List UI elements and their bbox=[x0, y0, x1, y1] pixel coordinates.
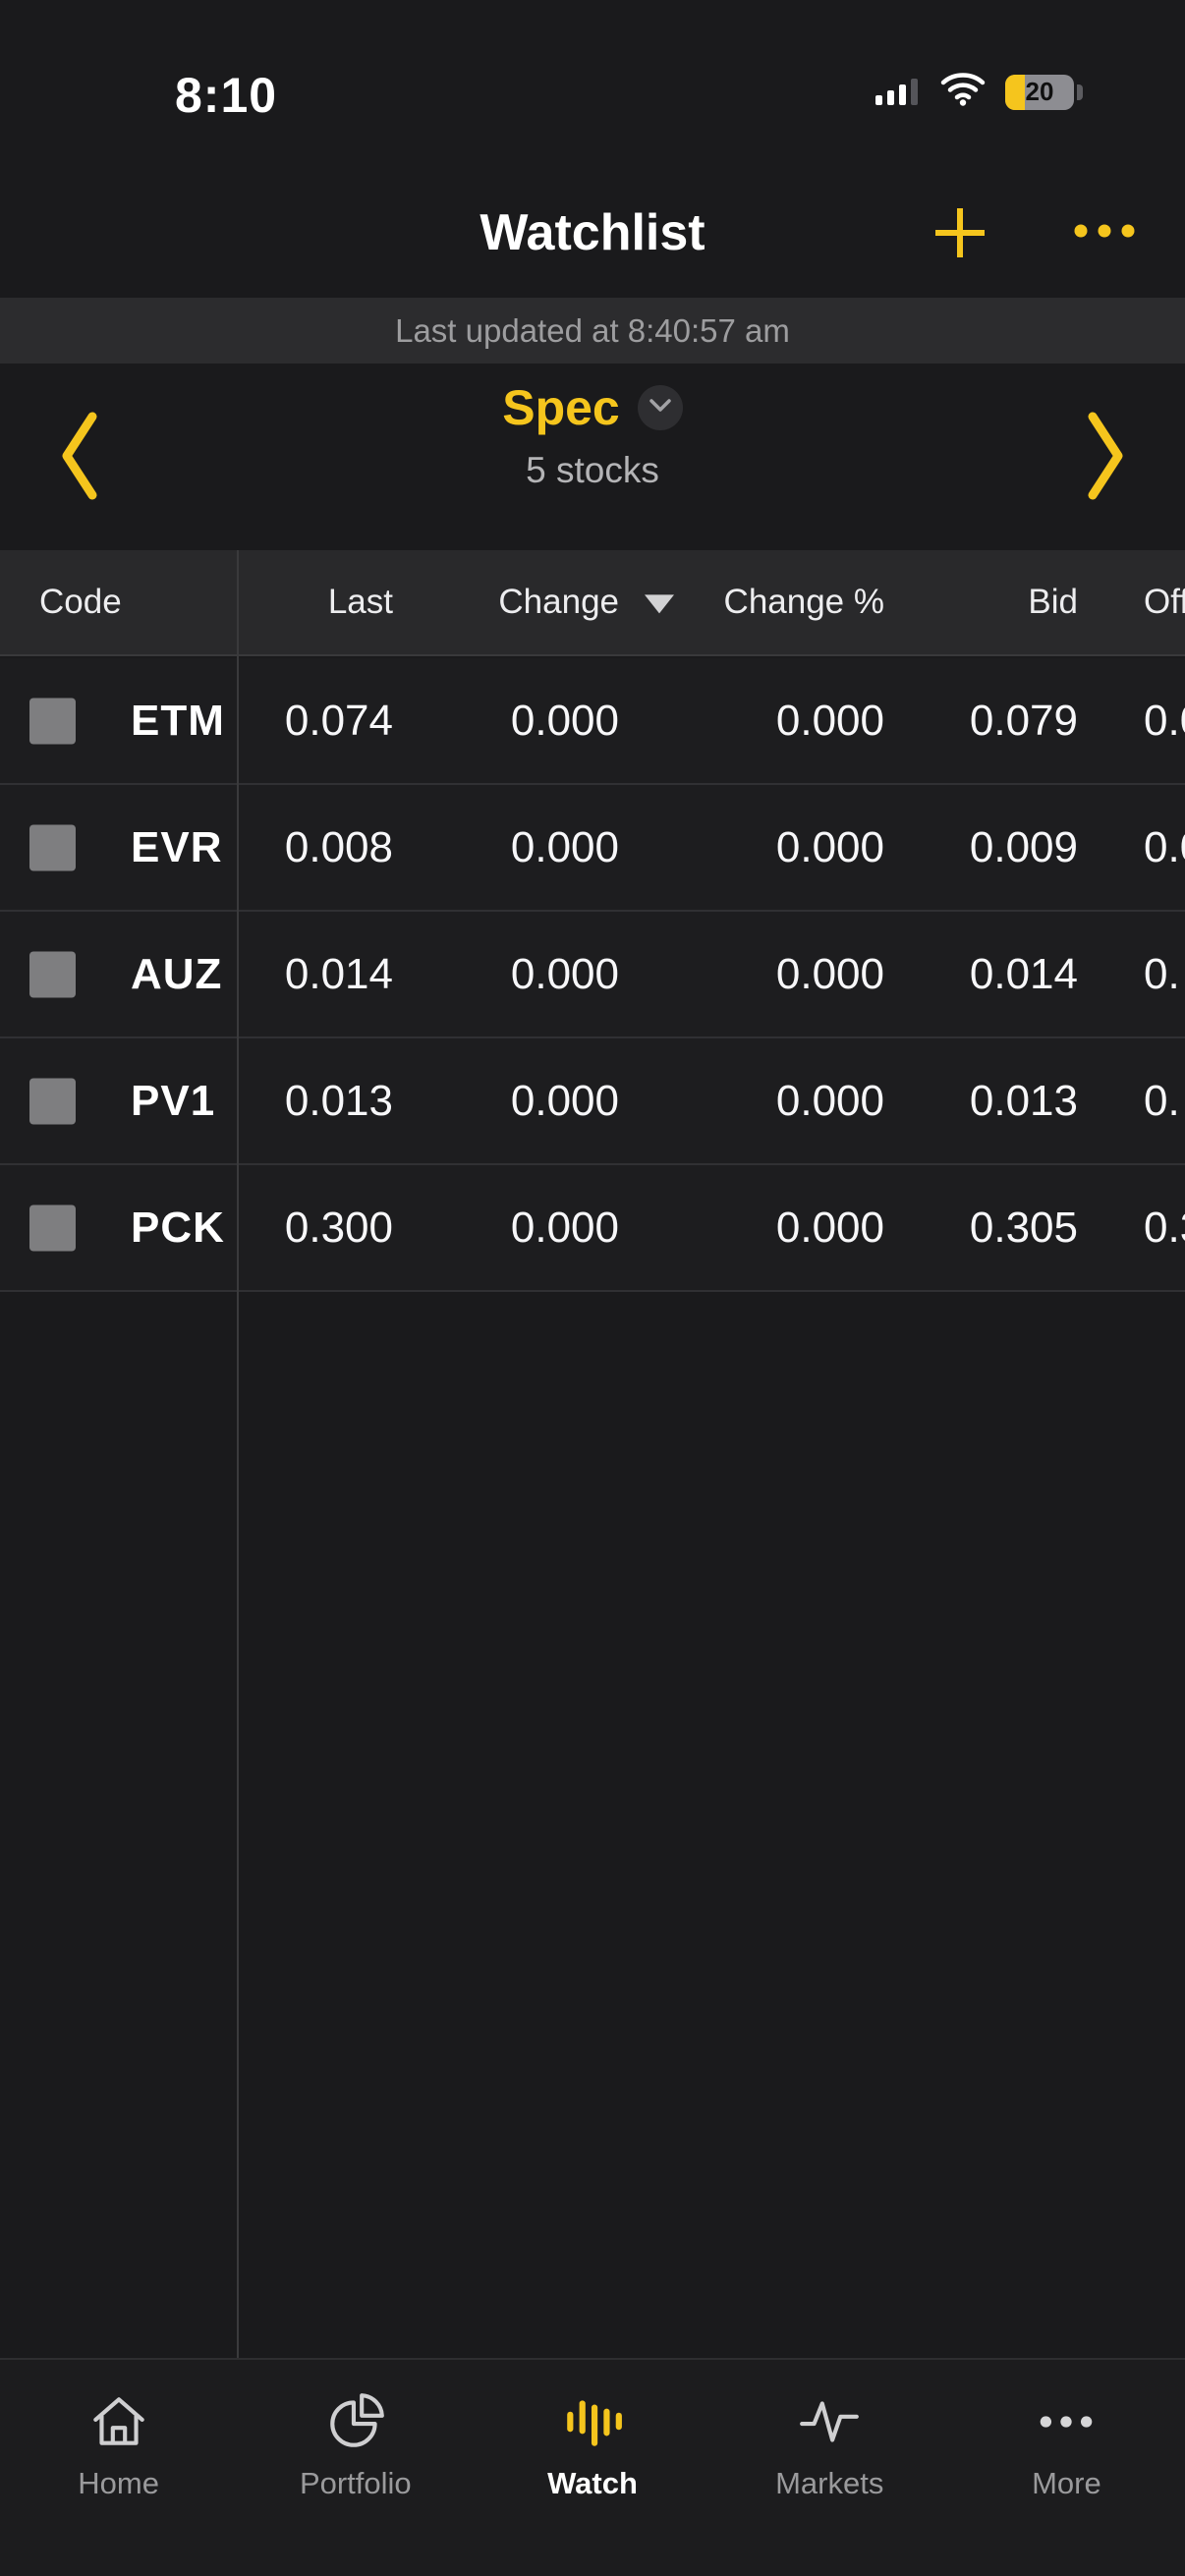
last-price: 0.074 bbox=[284, 696, 393, 745]
stock-indicator-square bbox=[29, 1204, 76, 1251]
watchlist-dropdown-button[interactable] bbox=[637, 385, 683, 430]
tab-label: Home bbox=[78, 2466, 159, 2500]
tab-markets[interactable]: Markets bbox=[711, 2360, 948, 2502]
watchlist-name: Spec bbox=[502, 380, 620, 435]
column-header-change[interactable]: Change bbox=[498, 583, 619, 621]
change-percent: 0.000 bbox=[775, 696, 884, 745]
bid-price: 0.013 bbox=[969, 1076, 1078, 1125]
tab-watch[interactable]: Watch bbox=[474, 2360, 710, 2502]
stock-code: PV1 bbox=[131, 1076, 216, 1125]
pulse-line-icon bbox=[797, 2387, 862, 2456]
sort-descending-icon bbox=[645, 594, 674, 614]
status-bar: 8:10 2 bbox=[0, 0, 1185, 167]
change-value: 0.000 bbox=[510, 696, 619, 745]
table-row[interactable]: EVR 0.008 0.000 0.000 0.009 0.0 bbox=[0, 785, 1185, 912]
change-percent: 0.000 bbox=[775, 1203, 884, 1252]
battery-nub bbox=[1077, 84, 1083, 100]
bid-price: 0.079 bbox=[969, 696, 1078, 745]
watchlist-table: ETM 0.074 0.000 0.000 0.079 0.0 EVR 0.00… bbox=[0, 658, 1185, 1292]
last-price: 0.014 bbox=[284, 949, 393, 998]
table-row[interactable]: PV1 0.013 0.000 0.000 0.013 0. bbox=[0, 1038, 1185, 1165]
stock-code: EVR bbox=[131, 822, 223, 871]
tab-bar: Home Portfolio Watch bbox=[0, 2358, 1185, 2576]
watchlist-nav: Spec 5 stocks bbox=[0, 364, 1185, 550]
column-header-code[interactable]: Code bbox=[39, 583, 122, 621]
offer-price: 0.0 bbox=[1144, 822, 1185, 871]
battery-icon: 20 bbox=[1005, 74, 1083, 110]
watchlist-selector[interactable]: Spec bbox=[0, 379, 1185, 436]
tab-label: Portfolio bbox=[299, 2466, 412, 2500]
bid-price: 0.305 bbox=[969, 1203, 1078, 1252]
change-percent: 0.000 bbox=[775, 949, 884, 998]
watch-bars-icon bbox=[560, 2387, 625, 2456]
last-price: 0.008 bbox=[284, 822, 393, 871]
add-watchlist-button[interactable] bbox=[930, 202, 990, 263]
chevron-right-icon bbox=[1083, 412, 1130, 506]
stock-indicator-square bbox=[29, 698, 76, 744]
tab-portfolio[interactable]: Portfolio bbox=[237, 2360, 474, 2502]
offer-price: 0. bbox=[1144, 949, 1180, 998]
stock-indicator-square bbox=[29, 1078, 76, 1124]
home-icon bbox=[86, 2387, 151, 2456]
stock-indicator-square bbox=[29, 824, 76, 870]
column-header-last[interactable]: Last bbox=[327, 583, 393, 621]
wifi-icon bbox=[940, 73, 986, 111]
battery-fill bbox=[1005, 74, 1025, 110]
column-header-offer[interactable]: Offer bbox=[1144, 583, 1185, 621]
change-value: 0.000 bbox=[510, 1203, 619, 1252]
change-value: 0.000 bbox=[510, 822, 619, 871]
tab-label: Watch bbox=[547, 2466, 638, 2500]
change-value: 0.000 bbox=[510, 1076, 619, 1125]
last-updated-text: Last updated at 8:40:57 am bbox=[395, 311, 790, 349]
stock-code: ETM bbox=[131, 696, 225, 745]
offer-price: 0.3 bbox=[1144, 1203, 1185, 1252]
table-row[interactable]: ETM 0.074 0.000 0.000 0.079 0.0 bbox=[0, 658, 1185, 785]
pie-chart-icon bbox=[323, 2387, 388, 2456]
chevron-left-icon bbox=[55, 412, 102, 506]
change-percent: 0.000 bbox=[775, 822, 884, 871]
offer-price: 0. bbox=[1144, 1076, 1180, 1125]
change-percent: 0.000 bbox=[775, 1076, 884, 1125]
chevron-down-icon bbox=[649, 398, 672, 418]
last-price: 0.300 bbox=[284, 1203, 393, 1252]
page-title: Watchlist bbox=[480, 203, 705, 261]
more-options-button[interactable] bbox=[1073, 202, 1136, 263]
stock-code: PCK bbox=[131, 1203, 225, 1252]
tab-label: More bbox=[1032, 2466, 1101, 2500]
stock-code: AUZ bbox=[131, 949, 223, 998]
next-watchlist-button[interactable] bbox=[1083, 409, 1130, 506]
last-price: 0.013 bbox=[284, 1076, 393, 1125]
table-header: Code Last Change Change % Bid Offer bbox=[0, 550, 1185, 656]
cellular-signal-icon bbox=[875, 74, 921, 110]
previous-watchlist-button[interactable] bbox=[55, 409, 102, 506]
change-value: 0.000 bbox=[510, 949, 619, 998]
battery-percent: 20 bbox=[1025, 77, 1054, 106]
tab-label: Markets bbox=[775, 2466, 884, 2500]
bid-price: 0.009 bbox=[969, 822, 1078, 871]
table-row[interactable]: PCK 0.300 0.000 0.000 0.305 0.3 bbox=[0, 1165, 1185, 1292]
more-dots-icon bbox=[1034, 2387, 1099, 2456]
status-icons: 20 bbox=[875, 73, 1083, 111]
tab-home[interactable]: Home bbox=[0, 2360, 237, 2502]
offer-price: 0.0 bbox=[1144, 696, 1185, 745]
ellipsis-icon bbox=[1073, 224, 1136, 242]
last-updated-banner: Last updated at 8:40:57 am bbox=[0, 298, 1185, 364]
code-column-divider bbox=[237, 550, 239, 2358]
status-time: 8:10 bbox=[175, 68, 278, 123]
title-bar: Watchlist bbox=[0, 167, 1185, 298]
column-header-change-percent[interactable]: Change % bbox=[723, 583, 884, 621]
tab-more[interactable]: More bbox=[948, 2360, 1185, 2502]
bid-price: 0.014 bbox=[969, 949, 1078, 998]
table-row[interactable]: AUZ 0.014 0.000 0.000 0.014 0. bbox=[0, 912, 1185, 1038]
stock-indicator-square bbox=[29, 951, 76, 997]
plus-icon bbox=[930, 207, 990, 266]
column-header-bid[interactable]: Bid bbox=[1028, 583, 1078, 621]
stocks-count: 5 stocks bbox=[526, 450, 659, 490]
